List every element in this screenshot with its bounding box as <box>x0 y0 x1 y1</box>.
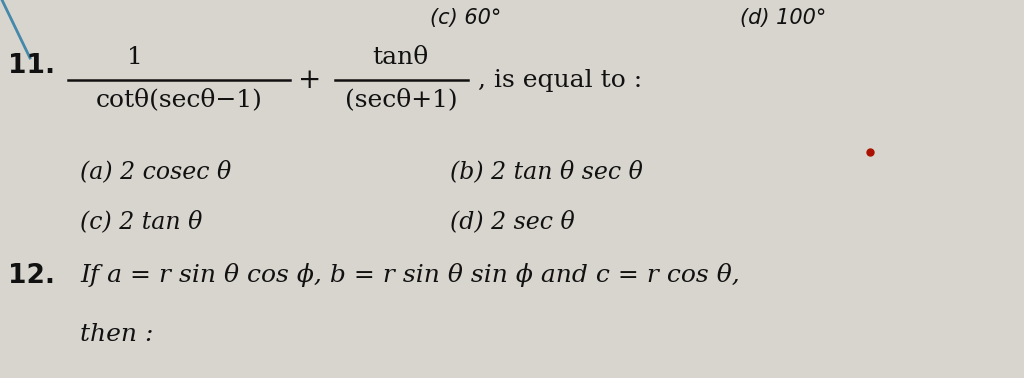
Text: (d) 2 sec θ: (d) 2 sec θ <box>450 210 574 233</box>
Text: then :: then : <box>80 323 154 346</box>
Text: 11.: 11. <box>8 53 55 79</box>
Text: (c) 60°: (c) 60° <box>430 8 502 28</box>
Text: 12.: 12. <box>8 263 55 289</box>
Text: , is equal to :: , is equal to : <box>478 68 642 91</box>
Text: +: + <box>298 67 322 93</box>
Text: If a = r sin θ cos ϕ, b = r sin θ sin ϕ and c = r cos θ,: If a = r sin θ cos ϕ, b = r sin θ sin ϕ … <box>80 263 739 287</box>
Text: (secθ+1): (secθ+1) <box>345 88 458 112</box>
Text: (d) 100°: (d) 100° <box>740 8 826 28</box>
Text: (a) 2 cosec θ: (a) 2 cosec θ <box>80 160 231 183</box>
Text: (c) 2 tan θ: (c) 2 tan θ <box>80 210 203 233</box>
Text: cotθ(secθ−1): cotθ(secθ−1) <box>95 88 262 112</box>
Text: tanθ: tanθ <box>372 46 428 70</box>
Text: (b) 2 tan θ sec θ: (b) 2 tan θ sec θ <box>450 160 643 183</box>
Text: 1: 1 <box>127 46 143 70</box>
